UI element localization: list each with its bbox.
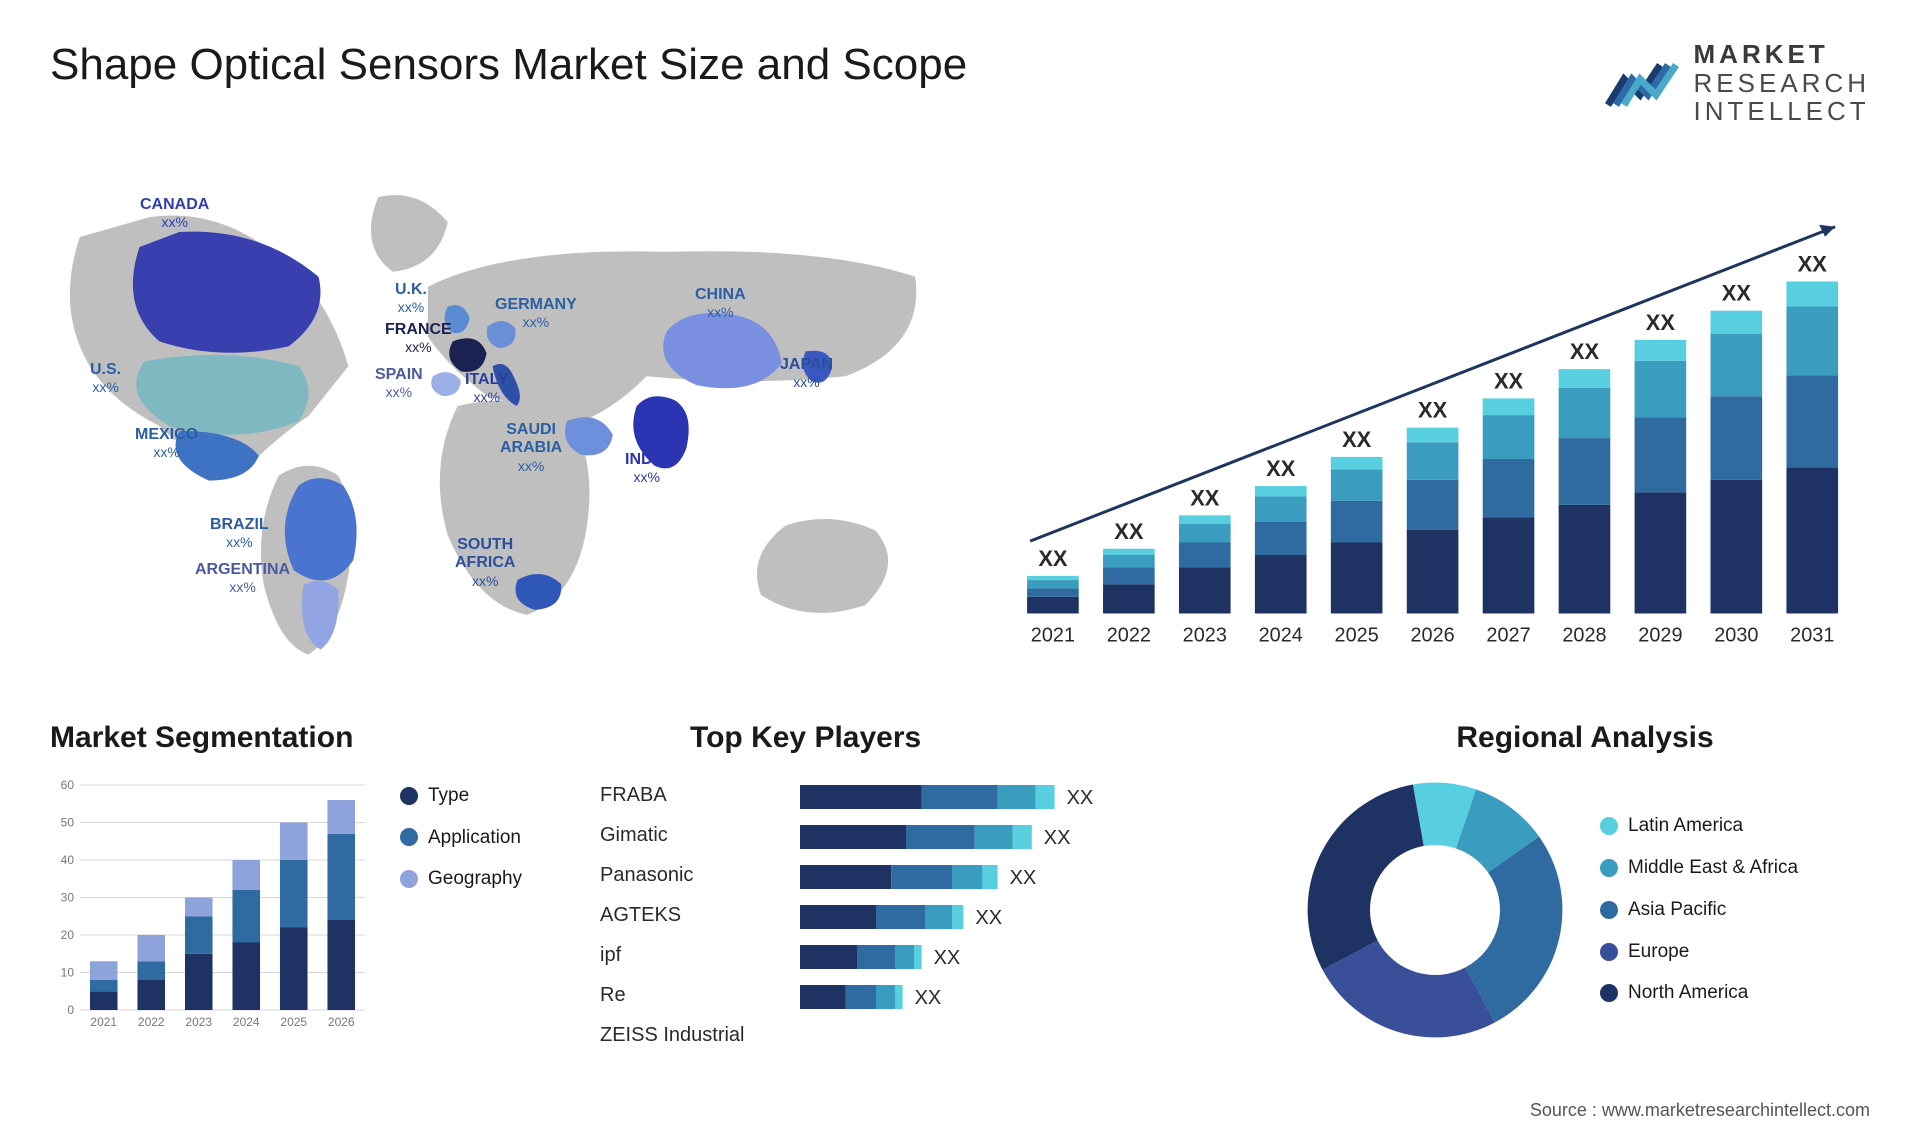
svg-text:2030: 2030 [1714,624,1758,646]
brand-logo: MARKET RESEARCH INTELLECT [1604,40,1870,126]
brand-line2: RESEARCH [1694,69,1870,98]
legend-item: Asia Pacific [1600,889,1798,931]
svg-text:XX: XX [1494,368,1524,393]
svg-text:XX: XX [1010,867,1037,889]
segmentation-title: Market Segmentation [50,721,550,755]
legend-item: Application [400,817,522,859]
map-label: CHINAxx% [695,286,746,320]
svg-text:20: 20 [61,928,75,942]
svg-text:XX: XX [1722,281,1752,306]
segmentation-legend: TypeApplicationGeography [400,775,522,900]
key-player-name: FRABA [600,775,745,815]
legend-item: Latin America [1600,805,1798,847]
main-bar-chart: 2021 XX 2022 XX 2023 XX 2024 XX 2025 XX 2026 XX 2027… [1005,166,1870,666]
key-player-name: AGTEKS [600,895,745,935]
svg-text:XX: XX [1570,339,1600,364]
map-label: FRANCExx% [385,321,452,355]
svg-text:2031: 2031 [1790,624,1834,646]
map-label: U.K.xx% [395,281,427,315]
svg-text:XX: XX [915,987,942,1009]
svg-text:2021: 2021 [1031,624,1075,646]
svg-text:60: 60 [61,778,75,792]
svg-text:2029: 2029 [1638,624,1682,646]
svg-text:2021: 2021 [90,1015,117,1029]
page-title: Shape Optical Sensors Market Size and Sc… [50,40,967,90]
legend-item: Type [400,775,522,817]
legend-item: Europe [1600,931,1798,973]
key-players-title: Top Key Players [690,721,1230,755]
key-player-name: Gimatic [600,815,745,855]
svg-text:40: 40 [61,853,75,867]
key-player-name: ZEISS Industrial [600,1015,745,1055]
svg-text:XX: XX [1342,427,1372,452]
map-label: GERMANYxx% [495,296,577,330]
svg-text:2026: 2026 [328,1015,355,1029]
svg-text:10: 10 [61,965,75,979]
svg-text:XX: XX [1190,485,1220,510]
key-player-name: ipf [600,935,745,975]
svg-text:2024: 2024 [1258,624,1302,646]
map-label: SPAINxx% [375,366,423,400]
segmentation-chart: 0 10 20 30 40 50 60 2021 2022 2023 2024 2025 2026 [50,775,370,1035]
legend-item: North America [1600,972,1798,1014]
legend-item: Geography [400,858,522,900]
svg-text:XX: XX [1418,397,1448,422]
source-attribution: Source : www.marketresearchintellect.com [1530,1100,1870,1121]
map-label: SAUDIARABIAxx% [500,421,562,474]
svg-text:2023: 2023 [1183,624,1227,646]
svg-text:XX: XX [1038,546,1068,571]
svg-text:2028: 2028 [1562,624,1606,646]
map-label: ARGENTINAxx% [195,561,290,595]
svg-text:30: 30 [61,890,75,904]
svg-text:XX: XX [1044,827,1071,849]
svg-text:XX: XX [1067,787,1094,809]
svg-text:50: 50 [61,815,75,829]
world-map: CANADAxx% U.S.xx% MEXICOxx% BRAZILxx% ARGENT… [50,166,965,666]
svg-text:0: 0 [67,1003,74,1017]
key-player-name: Panasonic [600,855,745,895]
key-players-names: FRABAGimaticPanasonicAGTEKSipfReZEISS In… [600,775,745,1055]
key-players-chart: XX XX XX XX XX XX [800,775,1240,1035]
regional-title: Regional Analysis [1300,721,1870,755]
svg-text:XX: XX [934,947,961,969]
svg-text:2025: 2025 [280,1015,307,1029]
svg-text:XX: XX [1798,251,1828,276]
map-label: ITALYxx% [465,371,509,405]
svg-text:2025: 2025 [1334,624,1378,646]
brand-line3: INTELLECT [1694,97,1870,126]
map-label: INDIAxx% [625,451,669,485]
map-label: BRAZILxx% [210,516,269,550]
map-label: CANADAxx% [140,196,209,230]
map-label: U.S.xx% [90,361,121,395]
svg-text:XX: XX [975,907,1002,929]
map-label: MEXICOxx% [135,426,198,460]
svg-text:2022: 2022 [1107,624,1151,646]
svg-text:XX: XX [1266,456,1296,481]
brand-line1: MARKET [1694,39,1829,69]
regional-legend: Latin AmericaMiddle East & AfricaAsia Pa… [1600,805,1798,1014]
svg-text:XX: XX [1114,519,1144,544]
regional-donut [1300,775,1570,1045]
svg-text:2024: 2024 [233,1015,260,1029]
svg-text:XX: XX [1646,310,1676,335]
key-player-name: Re [600,975,745,1015]
svg-text:2023: 2023 [185,1015,212,1029]
map-label: SOUTHAFRICAxx% [455,536,515,589]
svg-text:2022: 2022 [138,1015,165,1029]
svg-text:2027: 2027 [1486,624,1530,646]
legend-item: Middle East & Africa [1600,847,1798,889]
brand-mark-icon [1604,55,1680,111]
svg-text:2026: 2026 [1410,624,1454,646]
map-label: JAPANxx% [780,356,833,390]
